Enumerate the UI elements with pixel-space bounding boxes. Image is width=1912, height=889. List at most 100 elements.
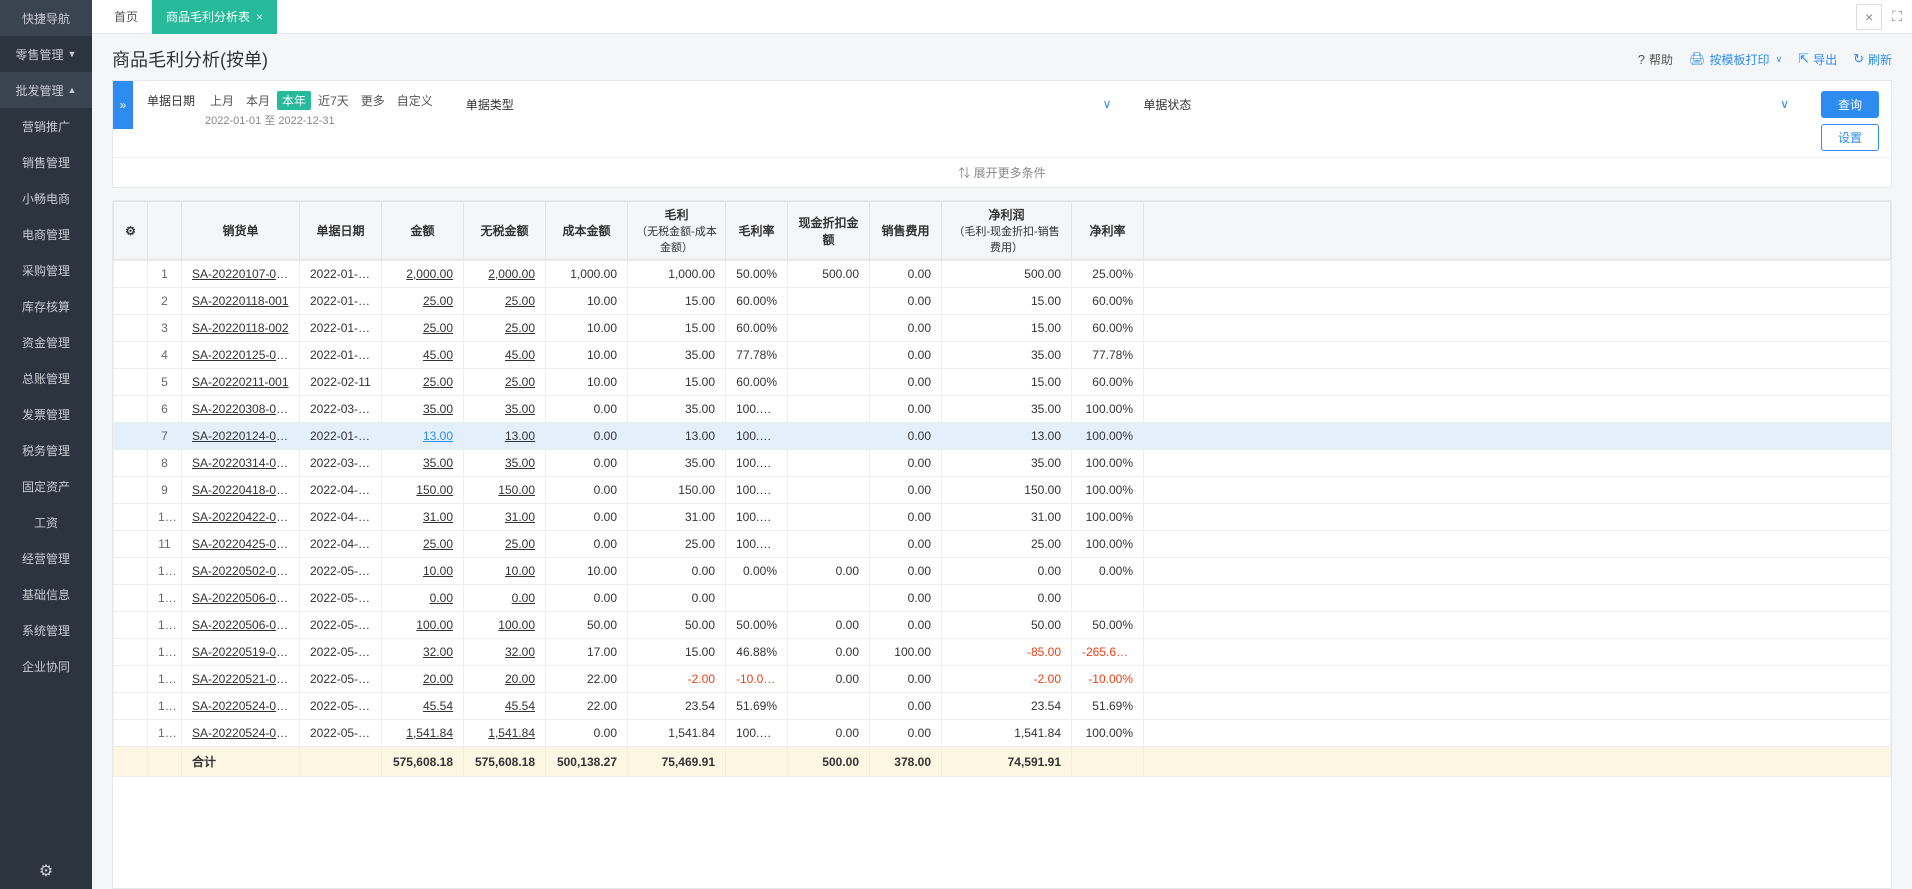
- print-button[interactable]: 🖨按模板打印∨: [1689, 51, 1782, 68]
- amount-link[interactable]: 31.00: [423, 510, 453, 524]
- table-row[interactable]: 17 SA-20220524-001 2022-05-24 45.54 45.5…: [114, 693, 1891, 720]
- notax-link[interactable]: 35.00: [505, 402, 535, 416]
- notax-link[interactable]: 35.00: [505, 456, 535, 470]
- notax-link[interactable]: 45.00: [505, 348, 535, 362]
- date-preset[interactable]: 自定义: [392, 91, 438, 110]
- notax-link[interactable]: 1,541.84: [488, 726, 535, 740]
- date-preset[interactable]: 更多: [356, 91, 390, 110]
- date-preset[interactable]: 本月: [241, 91, 275, 110]
- sidebar-item[interactable]: 小畅电商: [0, 180, 92, 216]
- notax-link[interactable]: 25.00: [505, 321, 535, 335]
- amount-link[interactable]: 45.00: [423, 348, 453, 362]
- table-row[interactable]: 15 SA-20220519-001 2022-05-19 32.00 32.0…: [114, 639, 1891, 666]
- table-row[interactable]: 7 SA-20220124-001 2022-01-24 13.00 13.00…: [114, 423, 1891, 450]
- sidebar-item[interactable]: 快捷导航: [0, 0, 92, 36]
- export-button[interactable]: ⇱导出: [1798, 51, 1837, 68]
- amount-link[interactable]: 35.00: [423, 456, 453, 470]
- amount-link[interactable]: 25.00: [423, 294, 453, 308]
- date-preset[interactable]: 本年: [277, 91, 311, 110]
- refresh-button[interactable]: ↻刷新: [1853, 51, 1892, 68]
- fullscreen-icon[interactable]: ⛶: [1892, 8, 1902, 25]
- order-link[interactable]: SA-20220502-001: [192, 564, 289, 578]
- amount-link[interactable]: 25.00: [423, 537, 453, 551]
- order-link[interactable]: SA-20220506-001: [192, 591, 289, 605]
- table-row[interactable]: 12 SA-20220502-001 2022-05-02 10.00 10.0…: [114, 558, 1891, 585]
- sidebar-item[interactable]: 固定资产: [0, 468, 92, 504]
- amount-link[interactable]: 2,000.00: [406, 267, 453, 281]
- notax-link[interactable]: 25.00: [505, 294, 535, 308]
- sidebar-item[interactable]: 经营管理: [0, 540, 92, 576]
- table-row[interactable]: 8 SA-20220314-001 2022-03-14 35.00 35.00…: [114, 450, 1891, 477]
- amount-link[interactable]: 0.00: [430, 591, 453, 605]
- sidebar-item[interactable]: 采购管理: [0, 252, 92, 288]
- amount-link[interactable]: 1,541.84: [406, 726, 453, 740]
- sidebar-item[interactable]: 资金管理: [0, 324, 92, 360]
- sidebar-subitem[interactable]: 销售管理: [0, 144, 92, 180]
- notax-link[interactable]: 25.00: [505, 537, 535, 551]
- table-row[interactable]: 2 SA-20220118-001 2022-01-18 25.00 25.00…: [114, 288, 1891, 315]
- order-link[interactable]: SA-20220314-001: [192, 456, 289, 470]
- col-exp[interactable]: 销售费用: [870, 202, 942, 260]
- table-row[interactable]: 14 SA-20220506-002 2022-05-06 100.00 100…: [114, 612, 1891, 639]
- query-button[interactable]: 查询: [1821, 91, 1879, 118]
- sidebar-item[interactable]: 零售管理▼: [0, 36, 92, 72]
- sidebar-item[interactable]: 工资: [0, 504, 92, 540]
- amount-link[interactable]: 25.00: [423, 375, 453, 389]
- table-row[interactable]: 1 SA-20220107-001 2022-01-07 2,000.00 2,…: [114, 261, 1891, 288]
- amount-link[interactable]: 20.00: [423, 672, 453, 686]
- col-notax[interactable]: 无税金额: [464, 202, 546, 260]
- sidebar-item[interactable]: 税务管理: [0, 432, 92, 468]
- notax-link[interactable]: 0.00: [512, 591, 535, 605]
- table-row[interactable]: 6 SA-20220308-001 2022-03-08 35.00 35.00…: [114, 396, 1891, 423]
- col-np[interactable]: 净利润（毛利-现金折扣-销售费用）: [942, 202, 1072, 260]
- table-row[interactable]: 3 SA-20220118-002 2022-01-18 25.00 25.00…: [114, 315, 1891, 342]
- amount-link[interactable]: 32.00: [423, 645, 453, 659]
- table-row[interactable]: 5 SA-20220211-001 2022-02-11 25.00 25.00…: [114, 369, 1891, 396]
- order-link[interactable]: SA-20220524-001: [192, 699, 289, 713]
- order-link[interactable]: SA-20220118-002: [192, 321, 289, 335]
- sidebar-item[interactable]: 库存核算: [0, 288, 92, 324]
- collapse-handle[interactable]: »: [113, 81, 133, 129]
- table-row[interactable]: 10 SA-20220422-001 2022-04-22 31.00 31.0…: [114, 504, 1891, 531]
- amount-link[interactable]: 45.54: [423, 699, 453, 713]
- table-row[interactable]: 18 SA-20220524-002 2022-05-24 1,541.84 1…: [114, 720, 1891, 747]
- order-link[interactable]: SA-20220524-002: [192, 726, 289, 740]
- tabs-close-all[interactable]: ×: [1856, 4, 1882, 30]
- col-npr[interactable]: 净利率: [1072, 202, 1144, 260]
- sidebar-settings-icon[interactable]: ⚙: [0, 853, 92, 889]
- expand-conditions[interactable]: ⇅ 展开更多条件: [113, 157, 1891, 187]
- order-link[interactable]: SA-20220125-001: [192, 348, 289, 362]
- order-link[interactable]: SA-20220425-001: [192, 537, 289, 551]
- table-row[interactable]: 4 SA-20220125-001 2022-01-25 45.00 45.00…: [114, 342, 1891, 369]
- table-row[interactable]: 13 SA-20220506-001 2022-05-06 0.00 0.00 …: [114, 585, 1891, 612]
- notax-link[interactable]: 45.54: [505, 699, 535, 713]
- col-amount[interactable]: 金额: [382, 202, 464, 260]
- tab-home[interactable]: 首页: [100, 0, 152, 34]
- order-link[interactable]: SA-20220521-002: [192, 672, 289, 686]
- notax-link[interactable]: 10.00: [505, 564, 535, 578]
- table-gear-icon[interactable]: ⚙: [114, 202, 148, 260]
- order-link[interactable]: SA-20220118-001: [192, 294, 289, 308]
- notax-link[interactable]: 32.00: [505, 645, 535, 659]
- col-gp[interactable]: 毛利（无税金额-成本金额）: [628, 202, 726, 260]
- sidebar-item[interactable]: 批发管理▲: [0, 72, 92, 108]
- tab-active[interactable]: 商品毛利分析表 ×: [152, 0, 277, 34]
- col-cost[interactable]: 成本金额: [546, 202, 628, 260]
- setting-button[interactable]: 设置: [1821, 124, 1879, 151]
- amount-link[interactable]: 13.00: [423, 429, 453, 443]
- order-link[interactable]: SA-20220422-001: [192, 510, 289, 524]
- close-icon[interactable]: ×: [256, 10, 263, 24]
- col-no[interactable]: 销货单: [182, 202, 300, 260]
- sidebar-item[interactable]: 发票管理: [0, 396, 92, 432]
- sidebar-item[interactable]: 总账管理: [0, 360, 92, 396]
- order-link[interactable]: SA-20220211-001: [192, 375, 289, 389]
- notax-link[interactable]: 13.00: [505, 429, 535, 443]
- filter-status-select[interactable]: ∨: [1199, 91, 1793, 117]
- col-date[interactable]: 单据日期: [300, 202, 382, 260]
- notax-link[interactable]: 100.00: [498, 618, 535, 632]
- help-button[interactable]: ?帮助: [1638, 51, 1673, 68]
- notax-link[interactable]: 25.00: [505, 375, 535, 389]
- order-link[interactable]: SA-20220124-001: [192, 429, 289, 443]
- table-row[interactable]: 9 SA-20220418-001 2022-04-18 150.00 150.…: [114, 477, 1891, 504]
- sidebar-item[interactable]: 基础信息: [0, 576, 92, 612]
